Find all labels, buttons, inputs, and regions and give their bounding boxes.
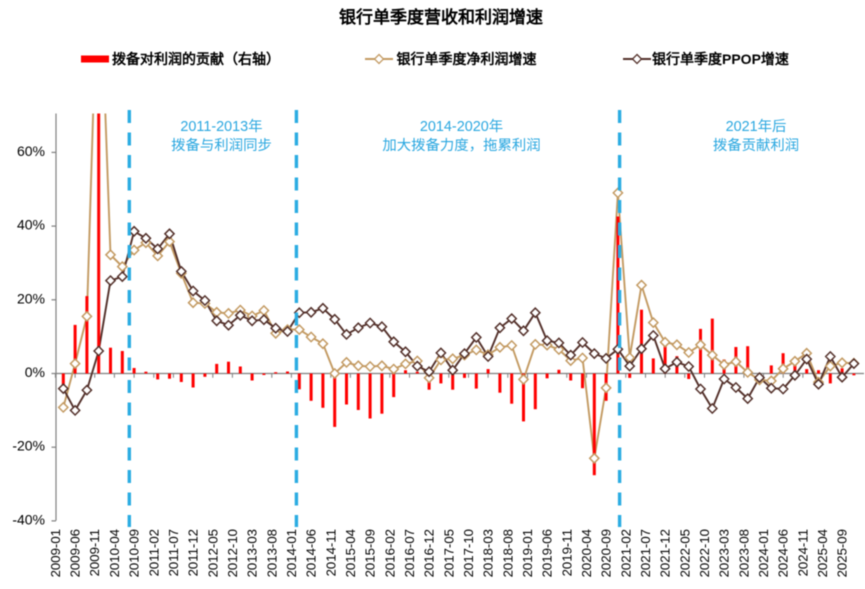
svg-text:2009-06: 2009-06 bbox=[68, 529, 83, 577]
svg-text:2014-06: 2014-06 bbox=[304, 529, 319, 577]
svg-text:2022-10: 2022-10 bbox=[697, 529, 712, 577]
svg-text:2019-06: 2019-06 bbox=[540, 529, 555, 577]
svg-text:2021年后: 2021年后 bbox=[726, 118, 787, 135]
svg-text:2013-03: 2013-03 bbox=[245, 529, 260, 577]
svg-text:2024-06: 2024-06 bbox=[776, 529, 791, 577]
svg-text:2010-04: 2010-04 bbox=[107, 529, 122, 577]
svg-text:2021-02: 2021-02 bbox=[618, 529, 633, 577]
svg-text:2009-01: 2009-01 bbox=[48, 529, 63, 577]
svg-text:2024-01: 2024-01 bbox=[756, 529, 771, 577]
svg-text:2012-10: 2012-10 bbox=[225, 529, 240, 577]
svg-text:2015-04: 2015-04 bbox=[343, 529, 358, 577]
svg-text:加大拨备力度，拖累利润: 加大拨备力度，拖累利润 bbox=[382, 137, 540, 154]
svg-text:2016-07: 2016-07 bbox=[402, 529, 417, 577]
svg-text:2009-11: 2009-11 bbox=[87, 529, 102, 576]
svg-text:2023-03: 2023-03 bbox=[717, 529, 732, 577]
svg-text:2018-03: 2018-03 bbox=[481, 529, 496, 577]
svg-text:2019-11: 2019-11 bbox=[559, 529, 574, 576]
svg-text:2012-05: 2012-05 bbox=[205, 529, 220, 577]
svg-text:银行单季度PPOP增速: 银行单季度PPOP增速 bbox=[652, 51, 789, 67]
svg-text:2017-05: 2017-05 bbox=[441, 529, 456, 577]
svg-text:2016-12: 2016-12 bbox=[422, 529, 437, 577]
svg-text:40%: 40% bbox=[17, 217, 45, 233]
svg-text:2018-08: 2018-08 bbox=[500, 529, 515, 577]
svg-text:60%: 60% bbox=[17, 143, 45, 159]
svg-text:拨备贡献利润: 拨备贡献利润 bbox=[713, 137, 799, 154]
svg-text:2024-11: 2024-11 bbox=[795, 529, 810, 576]
svg-text:2022-05: 2022-05 bbox=[677, 529, 692, 577]
svg-text:拨备与利润同步: 拨备与利润同步 bbox=[171, 137, 272, 154]
svg-text:0%: 0% bbox=[25, 364, 45, 380]
svg-text:2021-07: 2021-07 bbox=[638, 529, 653, 577]
svg-text:2016-02: 2016-02 bbox=[382, 529, 397, 577]
svg-text:2023-08: 2023-08 bbox=[736, 529, 751, 577]
svg-text:2020-04: 2020-04 bbox=[579, 529, 594, 577]
svg-text:2025-09: 2025-09 bbox=[835, 529, 850, 577]
svg-text:2020-09: 2020-09 bbox=[599, 529, 614, 577]
svg-text:2017-10: 2017-10 bbox=[461, 529, 476, 577]
svg-text:2010-09: 2010-09 bbox=[127, 529, 142, 577]
svg-text:2011-07: 2011-07 bbox=[166, 529, 181, 576]
svg-text:2011-2013年: 2011-2013年 bbox=[180, 118, 262, 135]
svg-text:2013-08: 2013-08 bbox=[264, 529, 279, 577]
svg-text:2011-02: 2011-02 bbox=[146, 529, 161, 576]
svg-text:20%: 20% bbox=[17, 290, 45, 306]
svg-text:2014-2020年: 2014-2020年 bbox=[420, 118, 503, 135]
svg-text:2025-04: 2025-04 bbox=[815, 529, 830, 577]
svg-text:2019-01: 2019-01 bbox=[520, 529, 535, 577]
svg-text:2011-12: 2011-12 bbox=[186, 529, 201, 576]
svg-text:2014-11: 2014-11 bbox=[323, 529, 338, 576]
svg-text:-40%: -40% bbox=[12, 511, 45, 527]
svg-text:2021-12: 2021-12 bbox=[658, 529, 673, 577]
svg-text:银行单季度净利润增速: 银行单季度净利润增速 bbox=[397, 51, 537, 67]
svg-text:-20%: -20% bbox=[12, 438, 45, 454]
svg-text:2014-01: 2014-01 bbox=[284, 529, 299, 577]
svg-text:2015-09: 2015-09 bbox=[363, 529, 378, 577]
svg-text:拨备对利润的贡献（右轴）: 拨备对利润的贡献（右轴） bbox=[112, 51, 280, 67]
svg-text:银行单季度营收和利润增速: 银行单季度营收和利润增速 bbox=[339, 7, 543, 27]
